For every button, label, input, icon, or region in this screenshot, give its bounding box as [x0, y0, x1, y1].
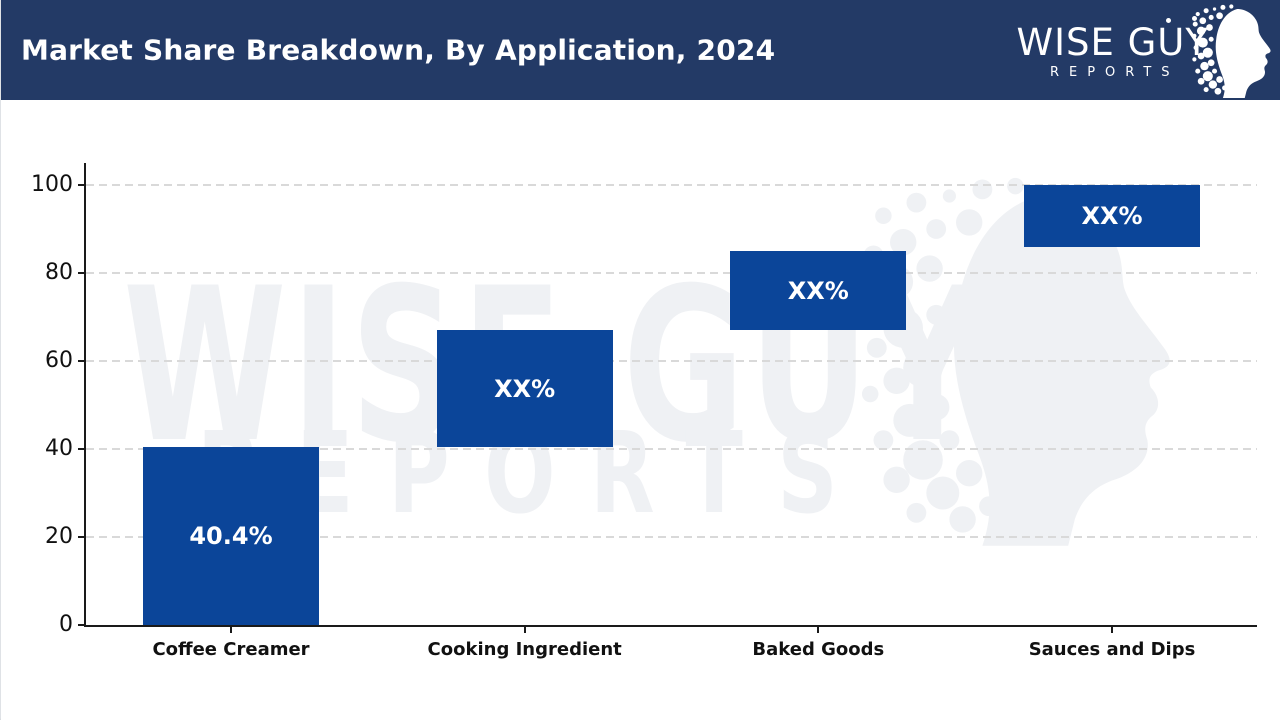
x-axis-line [84, 625, 1257, 627]
y-tick-mark [78, 184, 86, 186]
y-tick-label: 100 [31, 172, 73, 197]
y-tick-label: 20 [45, 524, 73, 549]
y-tick-label: 80 [45, 260, 73, 285]
y-tick-label: 0 [59, 612, 73, 637]
x-tick-mark [523, 625, 526, 633]
y-tick-mark [78, 536, 86, 538]
x-tick-mark [817, 625, 820, 633]
x-tick-mark [230, 625, 232, 633]
bar-value-label: 40.4% [189, 522, 273, 551]
bar-value-label: XX% [787, 276, 849, 305]
x-category-label: Coffee Creamer [152, 639, 310, 660]
y-axis-line [84, 163, 86, 627]
brand-logo: WISE GUY REPORTS [1017, 0, 1275, 100]
y-tick-mark [78, 272, 86, 274]
logo-text: WISE GUY REPORTS [1017, 24, 1209, 80]
header-bar: Market Share Breakdown, By Application, … [1, 0, 1280, 100]
chart-area: WISE GUY REPORTS 0 20 40 60 80 100 40.4% Coffee… [1, 100, 1280, 720]
y-tick-label: 40 [45, 436, 73, 461]
y-tick-mark [78, 624, 86, 626]
gridline-100 [86, 184, 1257, 186]
y-tick-mark [78, 448, 86, 450]
x-tick-mark [1111, 625, 1113, 633]
bar-value-label: XX% [494, 374, 556, 403]
x-category-label: Baked Goods [752, 639, 885, 660]
page-title: Market Share Breakdown, By Application, … [21, 33, 776, 67]
bar-coffee-creamer: 40.4% [143, 447, 319, 625]
bar-cooking-ingredient: XX% [436, 330, 613, 448]
bar-baked-goods: XX% [730, 251, 907, 331]
gridline-60 [86, 360, 1257, 362]
logo-wordmark: WISE GUY [1016, 21, 1209, 64]
x-category-label: Cooking Ingredient [427, 639, 622, 660]
logo-subtext: REPORTS [1049, 65, 1180, 80]
bar-sauces-and-dips: XX% [1024, 185, 1200, 247]
bar-value-label: XX% [1081, 201, 1143, 230]
logo-face-icon [1191, 4, 1275, 98]
x-category-label: Sauces and Dips [1028, 639, 1196, 660]
y-tick-mark [78, 360, 86, 362]
gridline-20 [86, 536, 1257, 538]
waterfall-chart: 0 20 40 60 80 100 40.4% Coffee Creamer XX% Cookin… [1, 100, 1280, 720]
gridline-80 [86, 272, 1257, 274]
y-tick-label: 60 [45, 348, 73, 373]
gridline-40 [86, 448, 1257, 450]
